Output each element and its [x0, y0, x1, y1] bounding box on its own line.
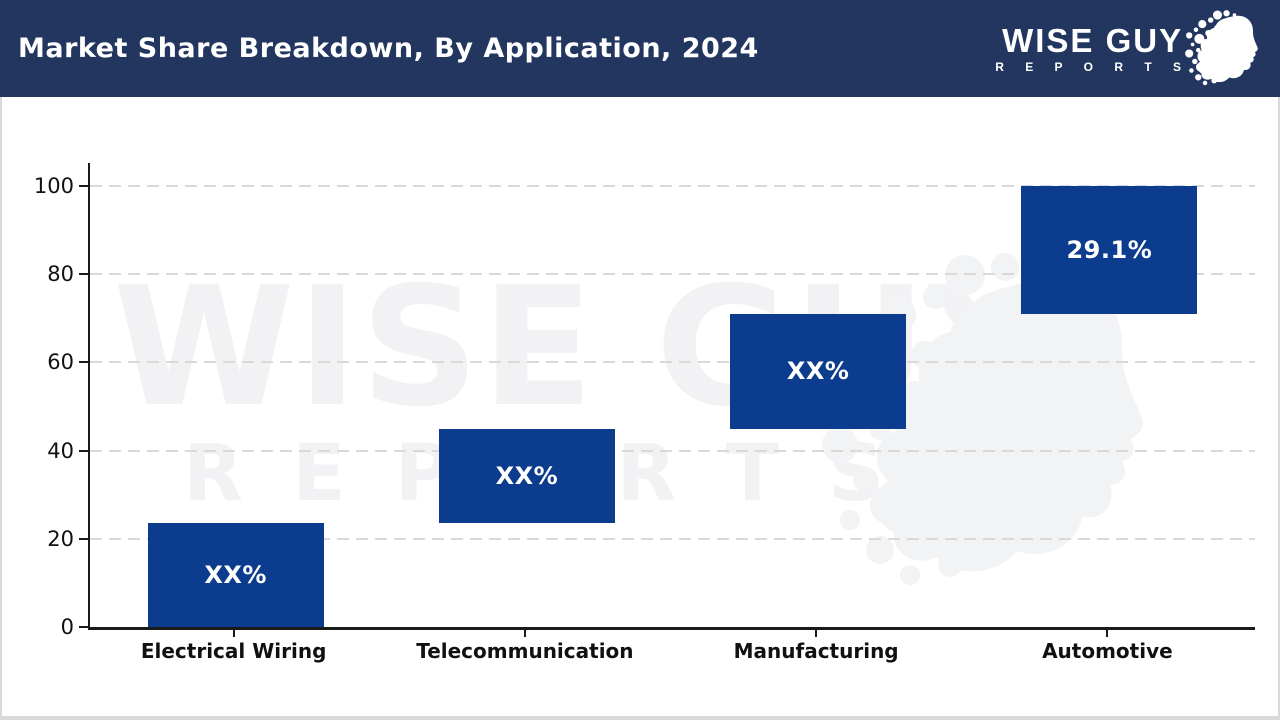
brand-logo: WISE GUY R E P O R T S: [995, 4, 1268, 94]
header-bar: Market Share Breakdown, By Application, …: [0, 0, 1280, 97]
y-tick-mark: [79, 626, 88, 628]
x-tick-mark: [815, 630, 818, 637]
y-tick-mark: [79, 273, 88, 276]
brand-name: WISE GUY: [1002, 21, 1184, 59]
brand-logo-text: WISE GUY R E P O R T S: [995, 21, 1190, 75]
y-tick-label-60: 60: [47, 350, 74, 375]
x-tick-mark: [1106, 630, 1109, 637]
y-tick-label-20: 20: [47, 526, 74, 551]
x-category-label-telecommunication: Telecommunication: [416, 639, 634, 663]
bar-value-label: XX%: [204, 561, 267, 590]
bar-value-label: 29.1%: [1066, 236, 1153, 265]
y-tick-label-80: 80: [47, 262, 74, 287]
y-tick-label-0: 0: [60, 615, 74, 639]
gridline-20: [90, 537, 1255, 540]
x-tick-mark: [232, 630, 235, 637]
x-category-label-automotive: Automotive: [1042, 639, 1173, 663]
x-category-label-manufacturing: Manufacturing: [733, 639, 899, 663]
x-tick-mark: [523, 630, 526, 637]
bar-value-label: XX%: [786, 357, 850, 386]
y-tick-mark: [79, 537, 88, 540]
gridline-60: [90, 361, 1255, 364]
y-tick-mark: [79, 361, 88, 364]
x-category-label-electrical-wiring: Electrical Wiring: [140, 639, 327, 663]
bar-telecommunication: XX%: [438, 428, 615, 524]
y-tick-label-40: 40: [47, 438, 74, 463]
page-title: Market Share Breakdown, By Application, …: [18, 33, 759, 64]
gridline-100: [90, 185, 1255, 187]
y-tick-mark: [79, 449, 88, 452]
bar-automotive: 29.1%: [1021, 186, 1198, 315]
y-tick-label-100: 100: [33, 174, 74, 198]
bar-electrical-wiring: XX%: [147, 523, 324, 627]
gridline-40: [90, 449, 1255, 452]
brand-face-dots-icon: [1185, 10, 1258, 86]
y-tick-mark: [79, 185, 88, 187]
plot-area: XX% XX% XX% 29.1%: [88, 163, 1255, 630]
gridline-80: [90, 273, 1255, 276]
bar-manufacturing: XX%: [730, 313, 907, 429]
brand-tagline: R E P O R T S: [995, 60, 1190, 75]
bar-value-label: XX%: [495, 461, 559, 490]
